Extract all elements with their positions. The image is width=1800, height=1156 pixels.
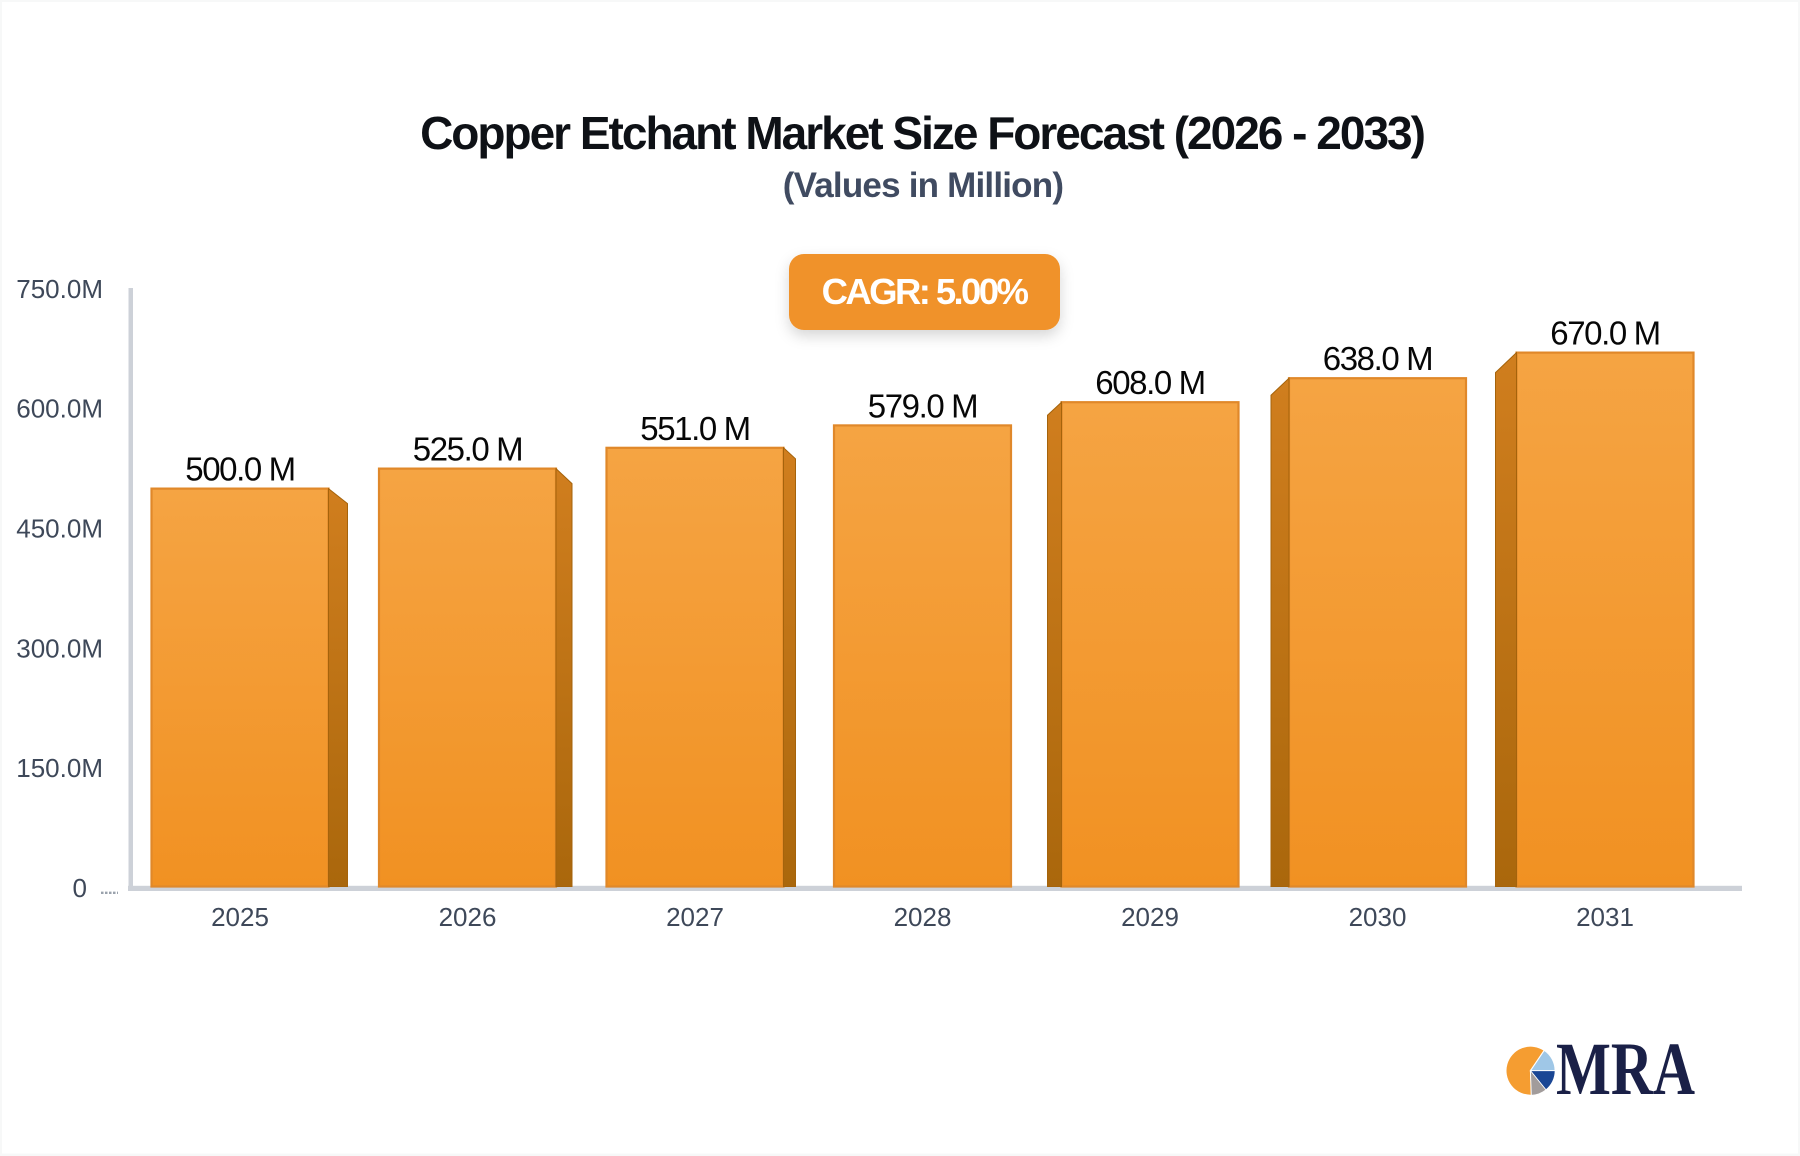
- svg-text:670.0 M: 670.0 M: [1550, 315, 1659, 352]
- svg-text:2025: 2025: [211, 902, 269, 932]
- svg-text:600.0M: 600.0M: [16, 394, 103, 424]
- svg-text:2028: 2028: [894, 902, 952, 932]
- svg-text:2029: 2029: [1121, 902, 1179, 932]
- svg-text:MRA: MRA: [1556, 1028, 1695, 1111]
- svg-text:2027: 2027: [666, 902, 724, 932]
- svg-text:579.0 M: 579.0 M: [868, 387, 977, 424]
- svg-text:150.0M: 150.0M: [16, 753, 103, 783]
- svg-text:500.0 M: 500.0 M: [185, 451, 294, 488]
- svg-text:638.0 M: 638.0 M: [1323, 340, 1432, 377]
- svg-text:(Values in Million): (Values in Million): [783, 166, 1063, 205]
- svg-text:2031: 2031: [1576, 902, 1634, 932]
- svg-text:CAGR: 5.00%: CAGR: 5.00%: [822, 271, 1029, 312]
- svg-text:Copper Etchant Market Size For: Copper Etchant Market Size Forecast (202…: [420, 107, 1425, 159]
- svg-text:450.0M: 450.0M: [16, 514, 103, 544]
- svg-text:2026: 2026: [439, 902, 497, 932]
- svg-text:300.0M: 300.0M: [16, 633, 103, 663]
- svg-text:608.0 M: 608.0 M: [1095, 364, 1204, 401]
- svg-text:750.0M: 750.0M: [16, 274, 103, 304]
- svg-text:525.0 M: 525.0 M: [413, 431, 522, 468]
- svg-text:551.0 M: 551.0 M: [640, 410, 749, 447]
- svg-text:2030: 2030: [1349, 902, 1407, 932]
- svg-text:0: 0: [73, 873, 87, 903]
